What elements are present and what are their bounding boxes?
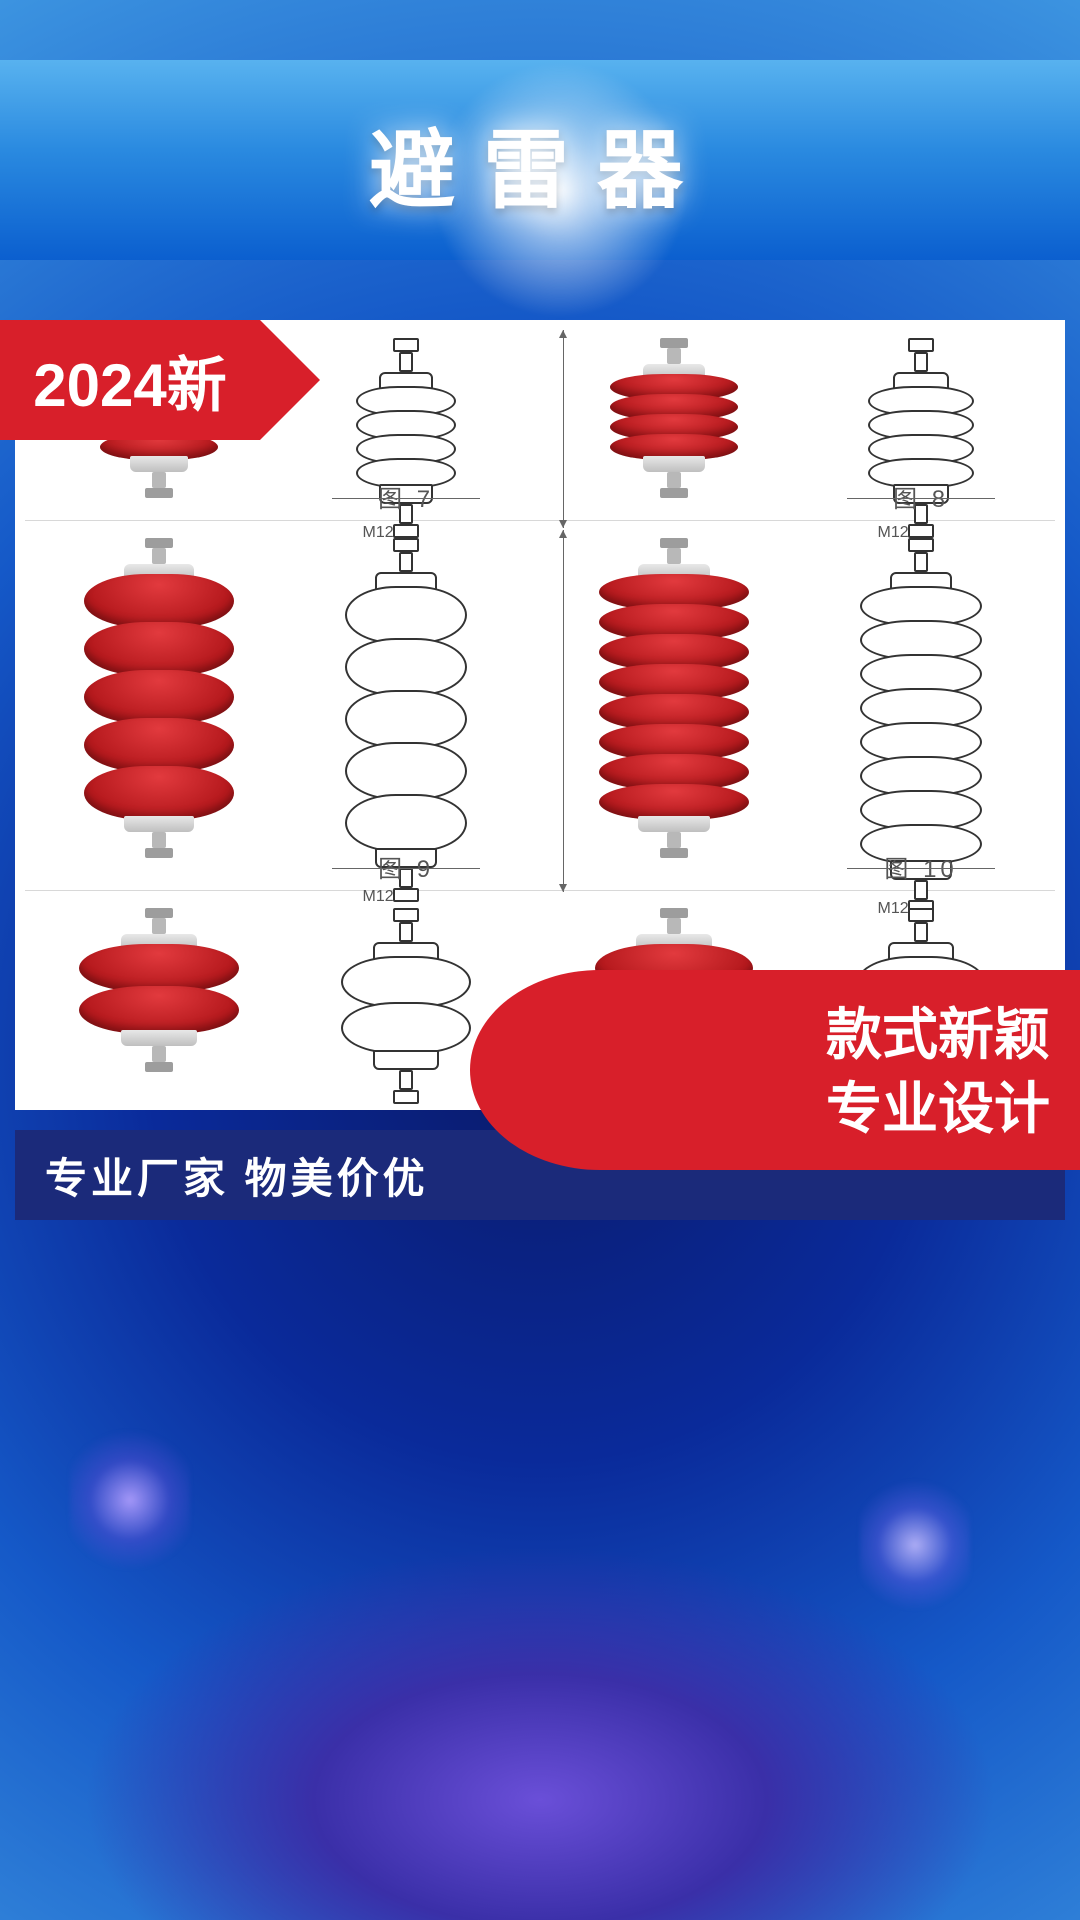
arrester-drawing — [550, 320, 797, 498]
callout-text: 款式新颖 专业设计 — [826, 998, 1050, 1146]
badge-2024-new: 2024新 — [0, 320, 260, 440]
lens-flare-right — [860, 1470, 970, 1620]
floor-glow — [0, 1320, 1080, 1920]
arrester-drawing — [550, 520, 797, 858]
lens-flare-left — [70, 1420, 190, 1580]
strap-text: 专业厂家 物美价优 — [45, 1145, 429, 1206]
dimension-horizontal — [332, 498, 480, 513]
callout-line2: 专业设计 — [826, 1072, 1050, 1146]
arrester-drawing — [35, 520, 282, 858]
arrester-schematic: M12图 8 — [798, 320, 1045, 520]
arrester-photo — [550, 520, 797, 890]
arrester-schematic: M12图 10 — [798, 520, 1045, 890]
dimension-vertical — [1054, 330, 1065, 528]
dimension-vertical — [1054, 530, 1065, 904]
catalog-row: M12图 9 M12图 10 — [25, 520, 1055, 891]
page-root: 避雷器 2024新 M12图 7M12图 8M12图 9M12图 10 款式新颖… — [0, 0, 1080, 1920]
arrester-drawing — [35, 890, 282, 1072]
dimension-horizontal — [332, 868, 480, 883]
arrester-drawing: M12 — [283, 520, 530, 902]
feature-callout: 款式新颖 专业设计 — [600, 970, 1080, 1170]
arrester-photo — [550, 320, 797, 520]
dimension-horizontal — [847, 498, 995, 513]
dimension-horizontal — [847, 868, 995, 883]
arrester-schematic: M12图 9 — [283, 520, 530, 890]
badge-text: 2024新 — [33, 337, 226, 424]
arrester-photo — [35, 520, 282, 890]
arrester-photo — [35, 890, 282, 1110]
page-title: 避雷器 — [0, 100, 1080, 225]
callout-line1: 款式新颖 — [826, 998, 1050, 1072]
